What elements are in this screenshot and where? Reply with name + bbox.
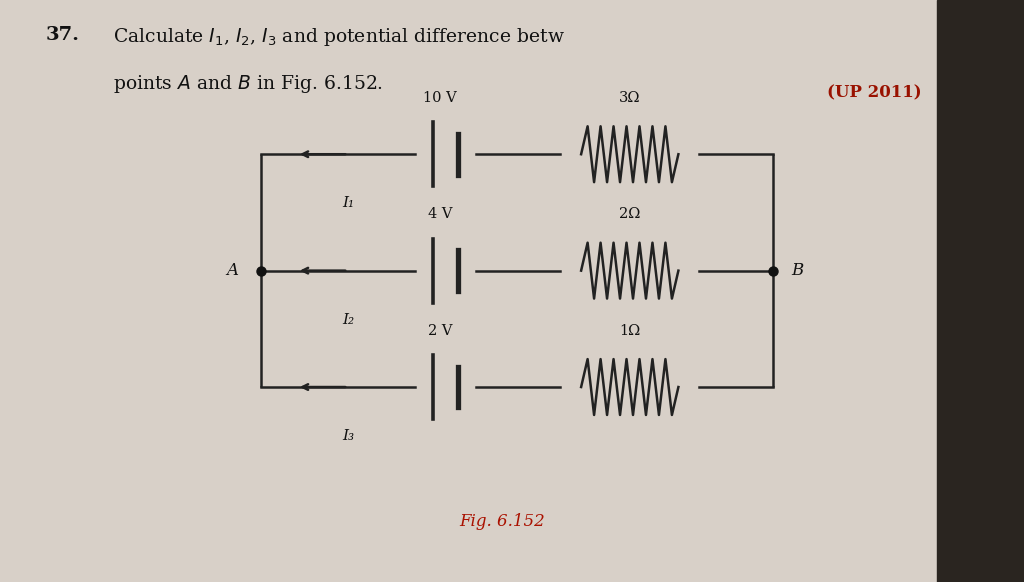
Text: Fig. 6.152: Fig. 6.152 [459, 513, 545, 530]
Text: I₃: I₃ [342, 429, 354, 443]
Text: 10 V: 10 V [424, 91, 457, 105]
Text: points $A$ and $B$ in Fig. 6.152.: points $A$ and $B$ in Fig. 6.152. [113, 73, 383, 95]
Text: (UP 2011): (UP 2011) [827, 84, 922, 101]
Text: 2Ω: 2Ω [620, 207, 640, 221]
Text: A: A [226, 262, 239, 279]
Text: 4 V: 4 V [428, 207, 453, 221]
Text: I₂: I₂ [342, 313, 354, 327]
Text: 3Ω: 3Ω [620, 91, 640, 105]
Text: B: B [792, 262, 804, 279]
Text: I₁: I₁ [342, 196, 354, 210]
Text: 1Ω: 1Ω [620, 324, 640, 338]
Bar [937, 0, 1024, 582]
Text: 2 V: 2 V [428, 324, 453, 338]
Text: 37.: 37. [46, 26, 80, 44]
Text: Calculate $I_1$, $I_2$, $I_3$ and potential difference betw: Calculate $I_1$, $I_2$, $I_3$ and potent… [113, 26, 564, 48]
